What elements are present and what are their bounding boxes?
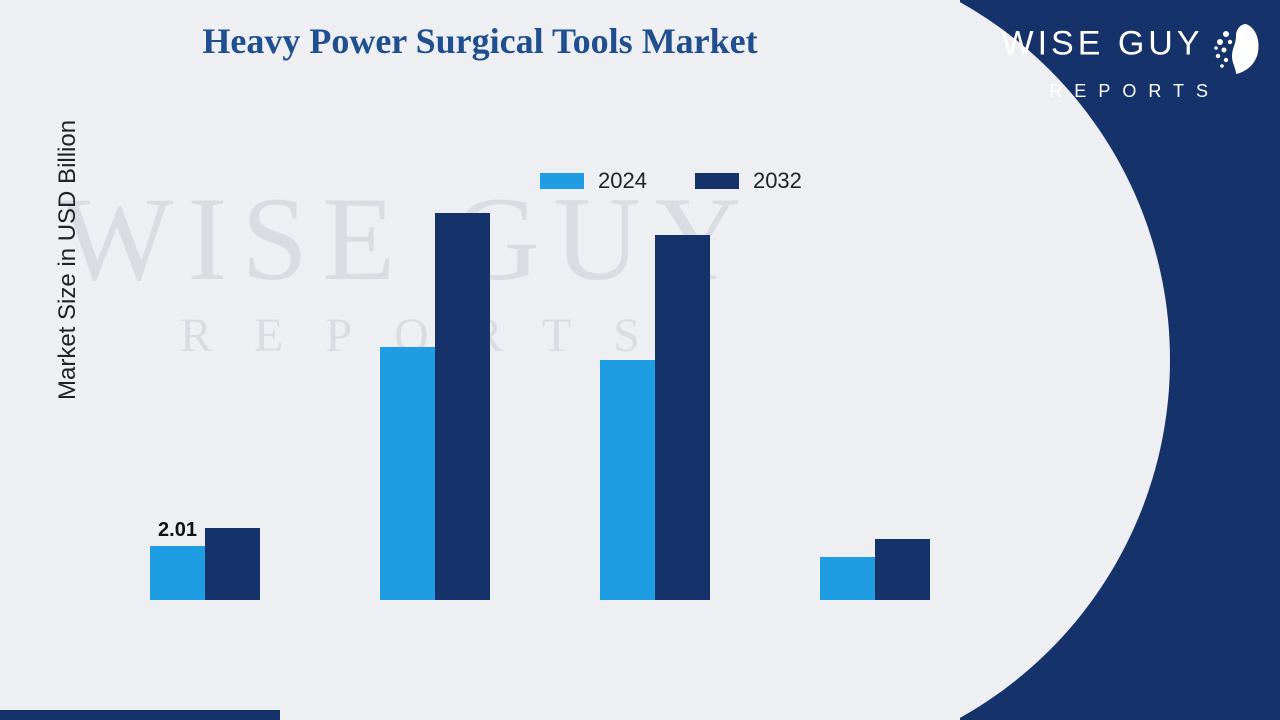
legend-label: 2032: [753, 168, 802, 194]
bar: [205, 528, 260, 600]
bar-value-label: 2.01: [158, 519, 197, 542]
bar: [875, 539, 930, 600]
bar: [820, 557, 875, 600]
chart-stage: WISE GUY REPORTS Heavy Power Surgical To…: [0, 0, 1280, 720]
brand-logo-icon: [1212, 20, 1260, 81]
bar: [600, 360, 655, 600]
legend: 2024 2032: [540, 168, 802, 194]
legend-swatch-2032: [695, 173, 739, 189]
bar: [655, 235, 710, 600]
legend-swatch-2024: [540, 173, 584, 189]
brand-logo-sub: REPORTS: [980, 81, 1220, 102]
bar: 2.01: [150, 546, 205, 600]
y-axis-label: Market Size in USD Billion: [54, 120, 82, 400]
legend-item: 2024: [540, 168, 647, 194]
bar: [435, 213, 490, 600]
brand-logo-main: WISE GUY: [1002, 25, 1204, 63]
legend-item: 2032: [695, 168, 802, 194]
legend-label: 2024: [598, 168, 647, 194]
chart-title: Heavy Power Surgical Tools Market: [80, 20, 880, 62]
bottom-accent-bar: [0, 710, 280, 720]
brand-logo: WISE GUY REPORTS: [980, 20, 1260, 102]
bar-chart: 2.01OrthopedicNeuroCardiothoracicObstetr…: [110, 200, 970, 600]
bar: [380, 347, 435, 600]
